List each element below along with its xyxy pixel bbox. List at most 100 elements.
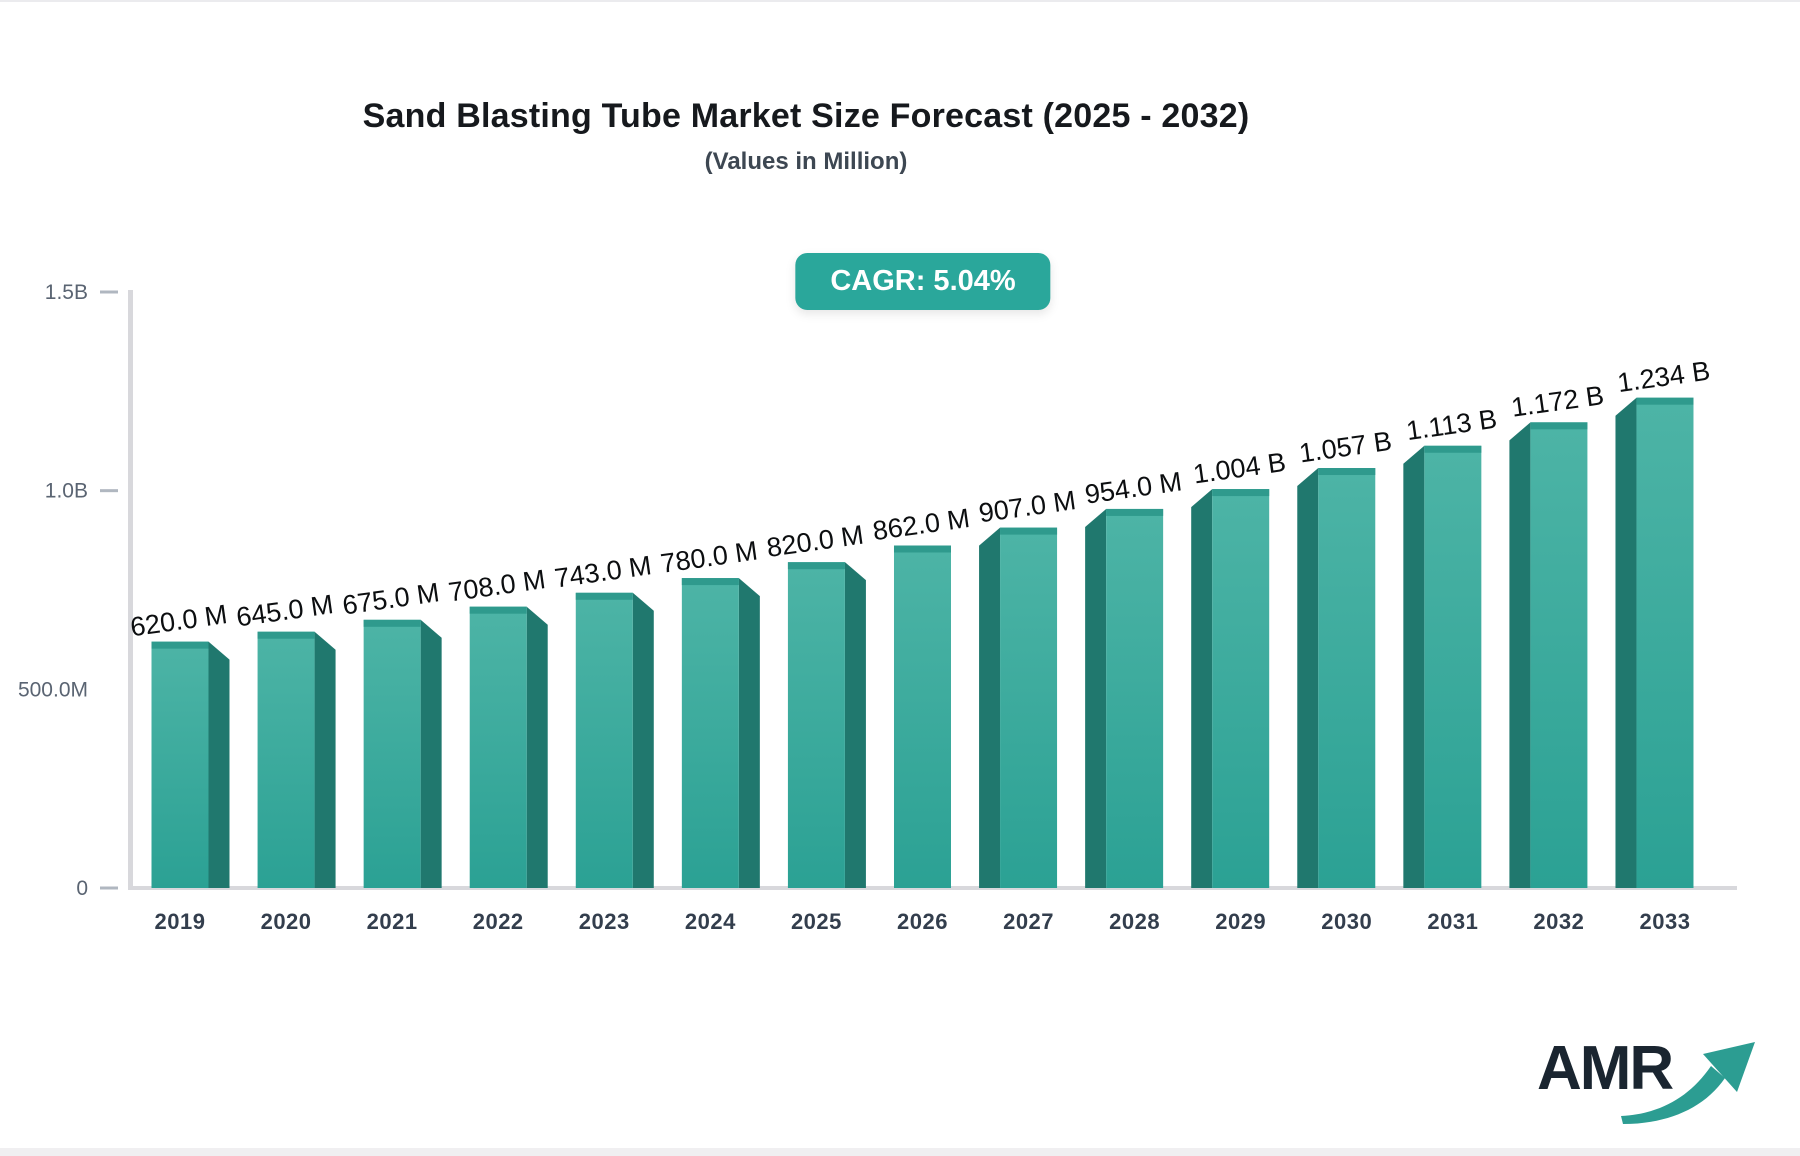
bar-value-label: 620.0 M	[128, 599, 229, 642]
bar-top-cap	[1212, 489, 1270, 497]
bar-value-label: 780.0 M	[659, 536, 760, 579]
bar-value-label: 645.0 M	[234, 589, 335, 632]
bar-side-face	[1509, 422, 1531, 888]
x-axis-label: 2023	[579, 909, 630, 934]
bar-2030	[1297, 468, 1376, 888]
y-tick-label: 500.0M	[18, 678, 88, 701]
bar-top-cap	[575, 592, 633, 600]
bar-top-cap	[1530, 422, 1588, 430]
bar-face	[151, 641, 209, 888]
bar-2024	[681, 578, 760, 888]
chart-subtitle: (Values in Million)	[704, 148, 908, 175]
bar-value-label: 1.172 B	[1509, 380, 1605, 423]
bar-top-cap	[257, 631, 315, 639]
bar-value-label: 675.0 M	[340, 577, 441, 620]
y-tick-dash	[100, 489, 118, 493]
bar-face	[1000, 527, 1058, 888]
x-axis-label: 2021	[367, 909, 418, 934]
bar-top-cap	[1106, 508, 1164, 516]
bar-face	[257, 631, 315, 888]
bar-value-label: 1.004 B	[1191, 447, 1287, 490]
bar-side-face	[979, 527, 1001, 888]
bar-side-face	[1403, 445, 1425, 888]
bar-face	[1424, 445, 1482, 888]
y-axis-line	[128, 290, 133, 890]
x-axis-label: 2033	[1640, 909, 1691, 934]
bar-value-label: 820.0 M	[765, 520, 866, 563]
bar-2019	[151, 641, 230, 888]
y-tick-label: 0	[76, 877, 88, 900]
bar-side-face	[526, 606, 548, 888]
x-axis-label: 2026	[897, 909, 948, 934]
x-axis-label: 2022	[473, 909, 524, 934]
x-axis-label: 2031	[1427, 909, 1478, 934]
x-axis-label: 2019	[155, 909, 206, 934]
bar-face	[1212, 489, 1270, 888]
bar-face	[1106, 508, 1164, 888]
bar-2032	[1509, 422, 1588, 888]
bar-value-label: 1.057 B	[1297, 426, 1393, 469]
chart-title: Sand Blasting Tube Market Size Forecast …	[362, 97, 1250, 135]
bar-face	[575, 592, 633, 888]
bar-2020	[257, 631, 336, 888]
bar-value-label: 708.0 M	[447, 564, 548, 607]
y-tick-dash	[100, 886, 118, 890]
bar-value-label: 954.0 M	[1083, 466, 1184, 509]
bar-side-face	[632, 592, 654, 888]
bar-top-cap	[1424, 445, 1482, 453]
bar-top-cap	[469, 606, 527, 614]
bar-side-face	[738, 578, 760, 888]
bar-value-label: 743.0 M	[553, 550, 654, 593]
bar-2027	[979, 527, 1058, 888]
bar-side-face	[1615, 397, 1637, 888]
bar-face	[1530, 422, 1588, 888]
bar-2023	[575, 592, 654, 888]
bar-2022	[469, 606, 548, 888]
bar-2029	[1191, 489, 1270, 888]
bar-2031	[1403, 445, 1482, 888]
x-axis-label: 2030	[1321, 909, 1372, 934]
bar-side-face	[844, 562, 866, 888]
x-axis-label: 2024	[685, 909, 736, 934]
bar-side-face	[208, 641, 230, 888]
x-axis-label: 2020	[261, 909, 312, 934]
bar-face	[787, 562, 845, 888]
bar-top-cap	[363, 619, 421, 627]
bar-top-cap	[1318, 468, 1376, 476]
bar-top-cap	[893, 545, 951, 553]
bar-2025	[787, 562, 866, 888]
bar-top-cap	[681, 578, 739, 586]
amr-logo-text: AMR	[1537, 1034, 1674, 1103]
x-axis-label: 2029	[1215, 909, 1266, 934]
bar-side-face	[1191, 489, 1213, 888]
window-bottom-edge	[0, 1148, 1800, 1156]
growth-arrow-icon	[1621, 1042, 1755, 1124]
window-top-edge	[0, 0, 1800, 2]
bar-face	[1636, 397, 1694, 888]
bar-side-face	[1085, 508, 1107, 888]
bar-value-label: 907.0 M	[977, 485, 1078, 528]
cagr-badge: CAGR: 5.04%	[795, 253, 1051, 310]
bar-top-cap	[787, 562, 845, 570]
x-axis-label: 2025	[791, 909, 842, 934]
bar-side-face	[420, 619, 442, 888]
x-axis-label: 2032	[1533, 909, 1584, 934]
bar-face	[1318, 468, 1376, 888]
bar-top-cap	[151, 641, 209, 649]
bar-face	[469, 606, 527, 888]
bar-top-cap	[1636, 397, 1694, 405]
y-tick-dash	[100, 290, 118, 294]
bar-side-face	[1297, 468, 1319, 888]
bar-2021	[363, 619, 442, 888]
bars-layer	[151, 397, 1694, 888]
bar-side-face	[314, 631, 336, 888]
bar-value-label: 1.234 B	[1616, 355, 1712, 398]
bar-top-cap	[1000, 527, 1058, 535]
bar-value-label: 1.113 B	[1404, 404, 1498, 446]
bar-value-label: 862.0 M	[871, 503, 972, 546]
bar-2028	[1085, 508, 1164, 888]
x-axis-label: 2027	[1003, 909, 1054, 934]
x-axis-label: 2028	[1109, 909, 1160, 934]
